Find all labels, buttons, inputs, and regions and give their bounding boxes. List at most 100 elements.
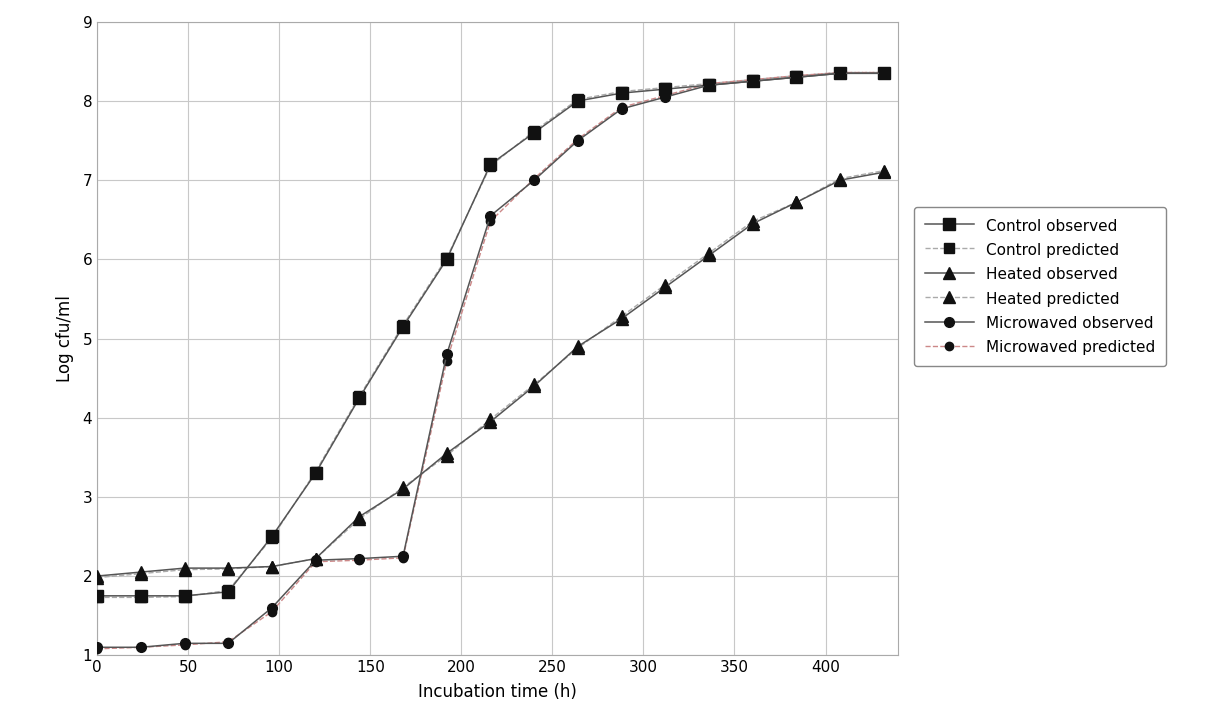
Microwaved observed <box>265 604 279 612</box>
Microwaved observed <box>177 639 192 648</box>
Heated observed <box>571 342 585 351</box>
Control observed <box>396 323 410 331</box>
Control predicted <box>439 253 454 262</box>
Heated observed <box>877 168 891 177</box>
Microwaved observed <box>877 69 891 78</box>
Y-axis label: Log cfu/ml: Log cfu/ml <box>56 295 74 382</box>
Microwaved observed <box>702 81 716 90</box>
Control observed <box>134 591 148 600</box>
Microwaved observed <box>439 350 454 359</box>
Heated predicted <box>658 280 673 289</box>
Microwaved predicted <box>439 356 454 365</box>
Microwaved observed <box>833 69 847 78</box>
Line: Control predicted: Control predicted <box>92 68 889 602</box>
Control observed <box>352 394 367 403</box>
Control predicted <box>221 586 236 595</box>
Heated observed <box>308 554 323 563</box>
Heated observed <box>789 198 804 207</box>
Microwaved predicted <box>134 643 148 652</box>
Heated observed <box>352 513 367 521</box>
Control observed <box>789 73 804 82</box>
Control predicted <box>177 593 192 601</box>
Heated predicted <box>439 451 454 460</box>
Heated observed <box>396 485 410 494</box>
Heated predicted <box>877 166 891 175</box>
Heated observed <box>702 251 716 260</box>
Line: Heated predicted: Heated predicted <box>91 165 890 583</box>
Control predicted <box>265 534 279 542</box>
Microwaved predicted <box>90 644 104 653</box>
Heated observed <box>265 562 279 571</box>
Heated predicted <box>614 312 629 321</box>
Control observed <box>177 591 192 600</box>
Legend: Control observed, Control predicted, Heated observed, Heated predicted, Microwav: Control observed, Control predicted, Hea… <box>914 207 1165 366</box>
Heated predicted <box>90 573 104 582</box>
Line: Microwaved predicted: Microwaved predicted <box>93 68 887 653</box>
Microwaved predicted <box>702 79 716 88</box>
Heated predicted <box>745 217 760 226</box>
Control predicted <box>877 68 891 77</box>
Microwaved observed <box>571 136 585 145</box>
Microwaved predicted <box>396 553 410 562</box>
Microwaved observed <box>789 73 804 82</box>
Heated predicted <box>527 380 541 389</box>
Control predicted <box>396 321 410 330</box>
Heated observed <box>483 417 498 426</box>
Heated observed <box>614 314 629 323</box>
Control predicted <box>571 95 585 104</box>
Microwaved observed <box>527 175 541 184</box>
Microwaved predicted <box>571 135 585 143</box>
Control predicted <box>308 467 323 476</box>
Microwaved observed <box>134 643 148 652</box>
Line: Control observed: Control observed <box>91 68 890 601</box>
Microwaved observed <box>221 639 236 648</box>
X-axis label: Incubation time (h): Incubation time (h) <box>419 684 577 701</box>
Heated predicted <box>702 249 716 258</box>
Heated predicted <box>352 515 367 523</box>
Line: Microwaved observed: Microwaved observed <box>92 68 889 652</box>
Microwaved observed <box>483 211 498 220</box>
Microwaved observed <box>396 552 410 561</box>
Microwaved predicted <box>177 641 192 649</box>
Control observed <box>571 97 585 106</box>
Microwaved predicted <box>833 68 847 77</box>
Control observed <box>439 255 454 264</box>
Heated observed <box>177 563 192 572</box>
Microwaved predicted <box>789 71 804 80</box>
Microwaved observed <box>352 554 367 563</box>
Control observed <box>90 591 104 600</box>
Control observed <box>614 89 629 98</box>
Microwaved predicted <box>352 556 367 565</box>
Control predicted <box>352 392 367 400</box>
Heated observed <box>439 449 454 458</box>
Heated observed <box>221 563 236 572</box>
Heated observed <box>745 219 760 228</box>
Microwaved predicted <box>658 91 673 100</box>
Control predicted <box>90 593 104 602</box>
Control predicted <box>789 71 804 80</box>
Line: Heated observed: Heated observed <box>91 166 890 582</box>
Heated predicted <box>177 566 192 574</box>
Control observed <box>833 69 847 78</box>
Control observed <box>527 128 541 137</box>
Heated predicted <box>134 569 148 578</box>
Microwaved observed <box>614 105 629 114</box>
Heated predicted <box>483 415 498 424</box>
Heated predicted <box>221 564 236 573</box>
Control predicted <box>134 593 148 602</box>
Heated observed <box>658 282 673 291</box>
Control predicted <box>527 127 541 135</box>
Control observed <box>702 81 716 90</box>
Microwaved observed <box>90 643 104 652</box>
Control predicted <box>745 75 760 84</box>
Microwaved predicted <box>308 558 323 566</box>
Microwaved predicted <box>265 607 279 616</box>
Control observed <box>265 532 279 541</box>
Microwaved observed <box>658 92 673 101</box>
Heated predicted <box>833 174 847 183</box>
Heated predicted <box>789 198 804 207</box>
Control predicted <box>702 79 716 88</box>
Control observed <box>308 469 323 478</box>
Control observed <box>877 69 891 78</box>
Control observed <box>658 84 673 93</box>
